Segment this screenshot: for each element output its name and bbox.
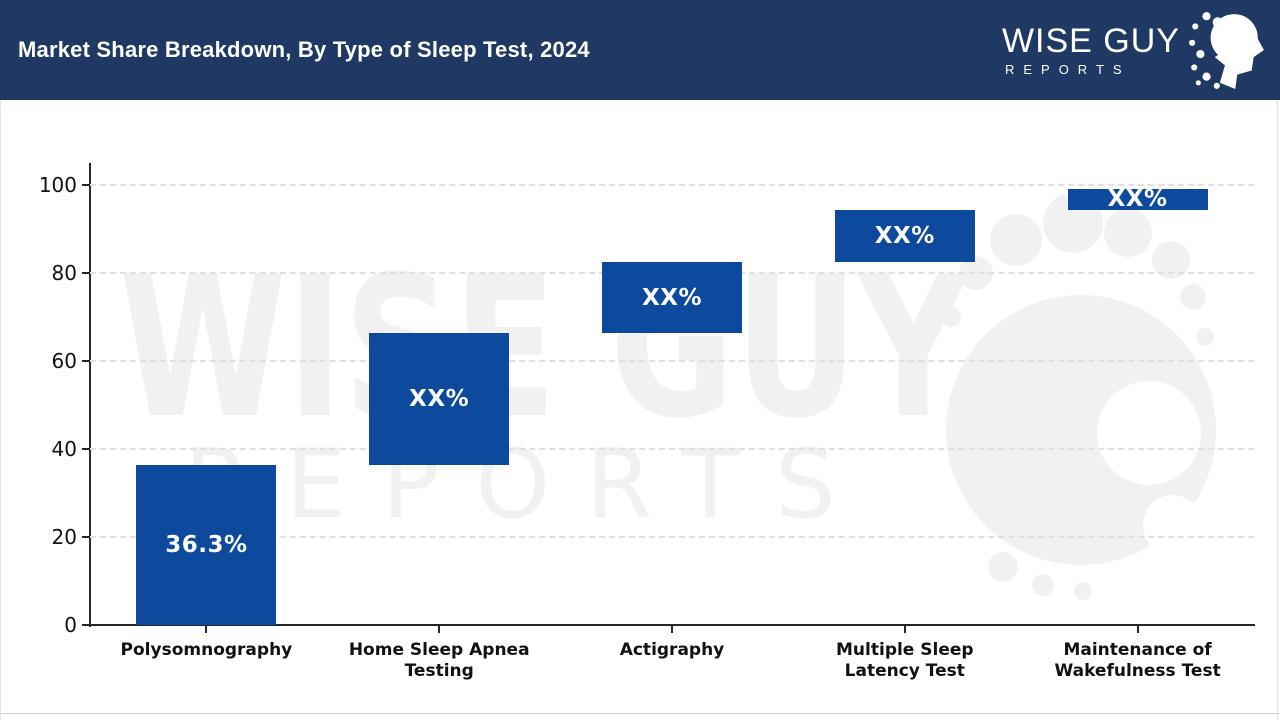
y-tick-mark (82, 184, 90, 186)
x-tick-mark (1136, 626, 1139, 633)
x-category-label: Actigraphy (619, 640, 725, 660)
logo-wordmark: WISE GUY (1001, 22, 1180, 60)
bar-value-label: XX% (1107, 186, 1168, 213)
header-bar: Market Share Breakdown, By Type of Sleep… (0, 0, 1280, 100)
bar-segment: 36.3% (136, 465, 277, 625)
x-tick-mark (438, 626, 441, 633)
bar-value-label: XX% (641, 284, 702, 311)
bar-segment: XX% (834, 209, 975, 262)
x-tick-mark (205, 626, 208, 633)
bar-segment: XX% (1067, 186, 1208, 213)
y-tick-mark (82, 536, 90, 538)
x-tick-mark (903, 626, 906, 633)
plot: 0 20 40 60 80 100 36.3% Polysomnography XX% Home … (1, 100, 1279, 712)
y-tick-label: 0 (64, 613, 77, 637)
y-tick-label: 80 (51, 261, 77, 285)
wiseguy-logo: WISE GUY REPORTS (1002, 9, 1280, 91)
gridline (90, 360, 1254, 362)
y-tick-mark (82, 624, 90, 626)
x-category-label: Home Sleep Apnea Testing (348, 640, 530, 681)
bar-value-label: 36.3% (165, 532, 248, 559)
y-axis-line (89, 163, 91, 627)
gridline (90, 448, 1254, 450)
gridline (90, 536, 1254, 538)
chart-area: WISE GUY REPORTS 0 20 40 60 80 100 36.3% Polyso… (0, 100, 1279, 720)
gridline (90, 184, 1254, 186)
y-tick-label: 60 (51, 349, 77, 373)
x-category-label: Polysomnography (120, 640, 293, 660)
bar-segment: XX% (602, 262, 742, 334)
x-category-label: Maintenance of Wakefulness Test (1054, 640, 1221, 681)
bar-value-label: XX% (409, 386, 470, 413)
bar-segment: XX% (369, 333, 510, 466)
y-tick-mark (82, 360, 90, 362)
y-tick-label: 20 (51, 525, 77, 549)
chart-title: Market Share Breakdown, By Type of Sleep… (18, 37, 590, 62)
bar-value-label: XX% (874, 222, 935, 249)
x-axis-line (89, 624, 1255, 626)
y-tick-mark (82, 448, 90, 450)
x-category-label: Multiple Sleep Latency Test (836, 640, 974, 681)
logo-subtitle: REPORTS (1004, 62, 1131, 77)
bottom-border (1, 713, 1279, 714)
y-tick-mark (82, 272, 90, 274)
y-tick-label: 40 (51, 437, 77, 461)
x-tick-mark (671, 626, 673, 633)
y-tick-label: 100 (38, 173, 77, 197)
logo-head-icon (1189, 12, 1264, 89)
logo-text: WISE GUY REPORTS (1002, 23, 1180, 77)
